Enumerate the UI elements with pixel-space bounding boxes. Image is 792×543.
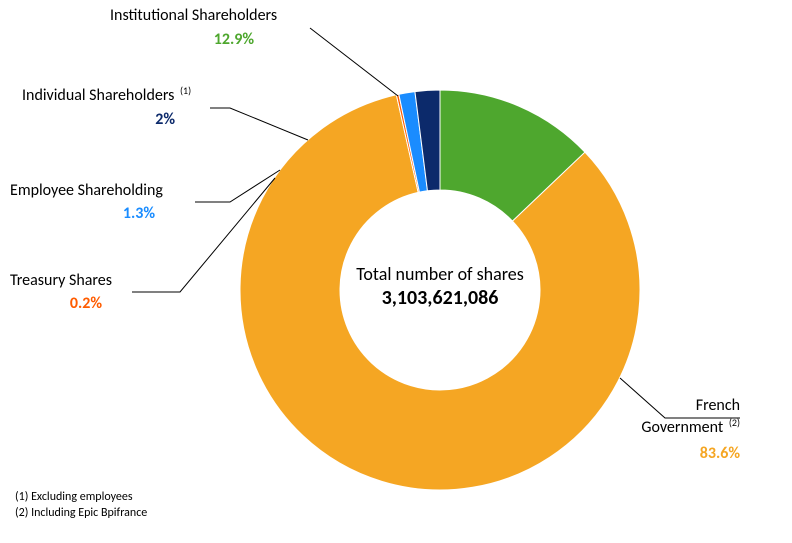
label-institutional: Institutional Shareholders 12.9% (110, 6, 277, 49)
label-french-pct: 83.6% (700, 444, 741, 463)
label-employee-pct: 1.3% (123, 204, 155, 223)
label-individual-text: Individual Shareholders (1) (22, 84, 191, 105)
label-employee-text: Employee Shareholding (10, 181, 163, 200)
label-treasury-pct: 0.2% (70, 294, 102, 313)
label-treasury: Treasury Shares 0.2% (10, 271, 112, 313)
center-number: 3,103,621,086 (382, 286, 499, 310)
label-individual-pct: 2% (155, 110, 175, 129)
label-individual: Individual Shareholders (1) 2% (22, 84, 191, 129)
shareholding-donut-chart: Total number of shares 3,103,621,086 Ins… (0, 0, 792, 543)
label-french-text1: French (696, 396, 740, 415)
label-french-text2: Government (2) (641, 416, 740, 437)
label-institutional-pct: 12.9% (214, 30, 255, 49)
label-treasury-text: Treasury Shares (10, 271, 112, 290)
leader-lines (132, 28, 740, 418)
label-employee: Employee Shareholding 1.3% (10, 181, 163, 223)
footnote-2: (2) Including Epic Bpifrance (15, 506, 147, 520)
label-institutional-text: Institutional Shareholders (110, 6, 277, 25)
label-french-gov: French Government (2) 83.6% (641, 396, 740, 463)
center-title: Total number of shares (356, 263, 524, 285)
footnote-1: (1) Excluding employees (15, 490, 133, 504)
